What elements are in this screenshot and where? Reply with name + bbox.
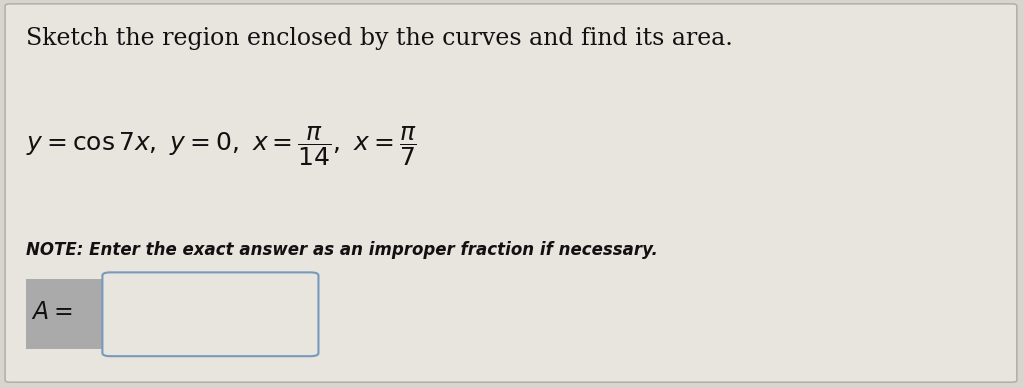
Text: $y = \cos 7x,\ y = 0,\ x = \dfrac{\pi}{14},\ x = \dfrac{\pi}{7}$: $y = \cos 7x,\ y = 0,\ x = \dfrac{\pi}{1… (26, 124, 417, 168)
FancyBboxPatch shape (26, 279, 110, 349)
FancyBboxPatch shape (5, 4, 1017, 382)
Text: NOTE: Enter the exact answer as an improper fraction if necessary.: NOTE: Enter the exact answer as an impro… (26, 241, 657, 258)
Text: $A =$: $A =$ (31, 300, 72, 324)
Text: Sketch the region enclosed by the curves and find its area.: Sketch the region enclosed by the curves… (26, 27, 732, 50)
FancyBboxPatch shape (102, 272, 318, 356)
